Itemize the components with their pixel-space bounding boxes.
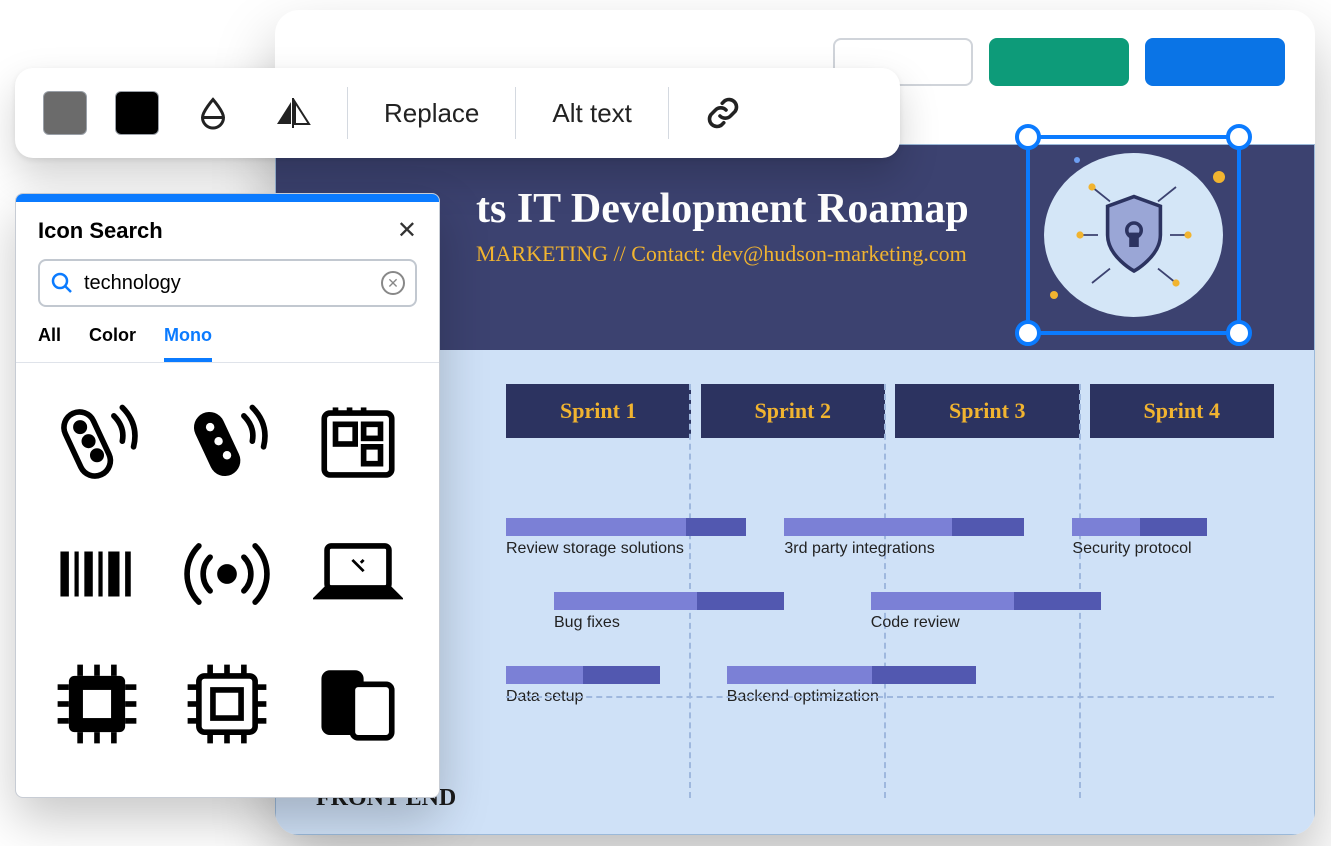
sprint-headers: Sprint 1Sprint 2Sprint 3Sprint 4 — [506, 384, 1274, 438]
sprint-header: Sprint 1 — [506, 384, 691, 438]
toolbar-separator — [668, 87, 669, 139]
broadcast-icon[interactable] — [172, 519, 282, 629]
shield-network-icon[interactable] — [1044, 153, 1223, 317]
roadmap-task[interactable]: Review storage solutions — [506, 518, 746, 558]
devices-icon[interactable] — [303, 649, 413, 759]
roadmap-task[interactable]: Security protocol — [1072, 518, 1206, 558]
topbar-button-2[interactable] — [989, 38, 1129, 86]
canvas-top-buttons — [833, 38, 1285, 86]
flip-icon[interactable] — [267, 87, 319, 139]
search-icon — [50, 271, 74, 300]
toolbar-separator — [515, 87, 516, 139]
toolbar-separator — [347, 87, 348, 139]
alt-text-button[interactable]: Alt text — [544, 98, 639, 129]
resize-handle-bl[interactable] — [1015, 320, 1041, 346]
resize-handle-tl[interactable] — [1015, 124, 1041, 150]
remote-outline-icon[interactable] — [42, 389, 152, 499]
color-swatch-2[interactable] — [115, 91, 159, 135]
roadmap-task[interactable]: Data setup — [506, 666, 660, 706]
sprint-header: Sprint 4 — [1090, 384, 1275, 438]
panel-title: Icon Search — [38, 218, 163, 244]
sprint-header: Sprint 2 — [701, 384, 886, 438]
topbar-button-3[interactable] — [1145, 38, 1285, 86]
task-label: Bug fixes — [554, 614, 784, 632]
link-icon[interactable] — [697, 87, 749, 139]
color-swatch-1[interactable] — [43, 91, 87, 135]
clear-search-icon[interactable]: ✕ — [381, 271, 405, 295]
roadmap-task[interactable]: 3rd party integrations — [784, 518, 1024, 558]
replace-button[interactable]: Replace — [376, 98, 487, 129]
filter-tab-color[interactable]: Color — [89, 325, 136, 362]
selected-element-frame[interactable] — [1026, 135, 1241, 335]
chip-solid-icon[interactable] — [42, 649, 152, 759]
icon-results-grid — [16, 363, 439, 785]
task-label: Review storage solutions — [506, 540, 746, 558]
filter-tab-all[interactable]: All — [38, 325, 61, 362]
row-divider — [506, 696, 1274, 698]
roadmap-task[interactable]: Bug fixes — [554, 592, 784, 632]
close-icon[interactable]: ✕ — [397, 216, 417, 245]
laptop-icon[interactable] — [303, 519, 413, 629]
icon-search-input[interactable] — [38, 259, 417, 307]
icon-search-panel: Icon Search ✕ ✕ All Color Mono — [15, 193, 440, 798]
barcode-icon[interactable] — [42, 519, 152, 629]
task-label: 3rd party integrations — [784, 540, 1024, 558]
icon-filter-tabs: All Color Mono — [16, 307, 439, 363]
opacity-icon[interactable] — [187, 87, 239, 139]
chip-outline-icon[interactable] — [172, 649, 282, 759]
task-label: Security protocol — [1072, 540, 1206, 558]
filter-tab-mono[interactable]: Mono — [164, 325, 212, 362]
roadmap-task[interactable]: Code review — [871, 592, 1101, 632]
motherboard-outline-icon[interactable] — [303, 389, 413, 499]
sprint-header: Sprint 3 — [895, 384, 1080, 438]
remote-solid-icon[interactable] — [172, 389, 282, 499]
selection-toolbar: Replace Alt text — [15, 68, 900, 158]
roadmap-task[interactable]: Backend optimization — [727, 666, 977, 706]
task-label: Code review — [871, 614, 1101, 632]
resize-handle-tr[interactable] — [1226, 124, 1252, 150]
resize-handle-br[interactable] — [1226, 320, 1252, 346]
